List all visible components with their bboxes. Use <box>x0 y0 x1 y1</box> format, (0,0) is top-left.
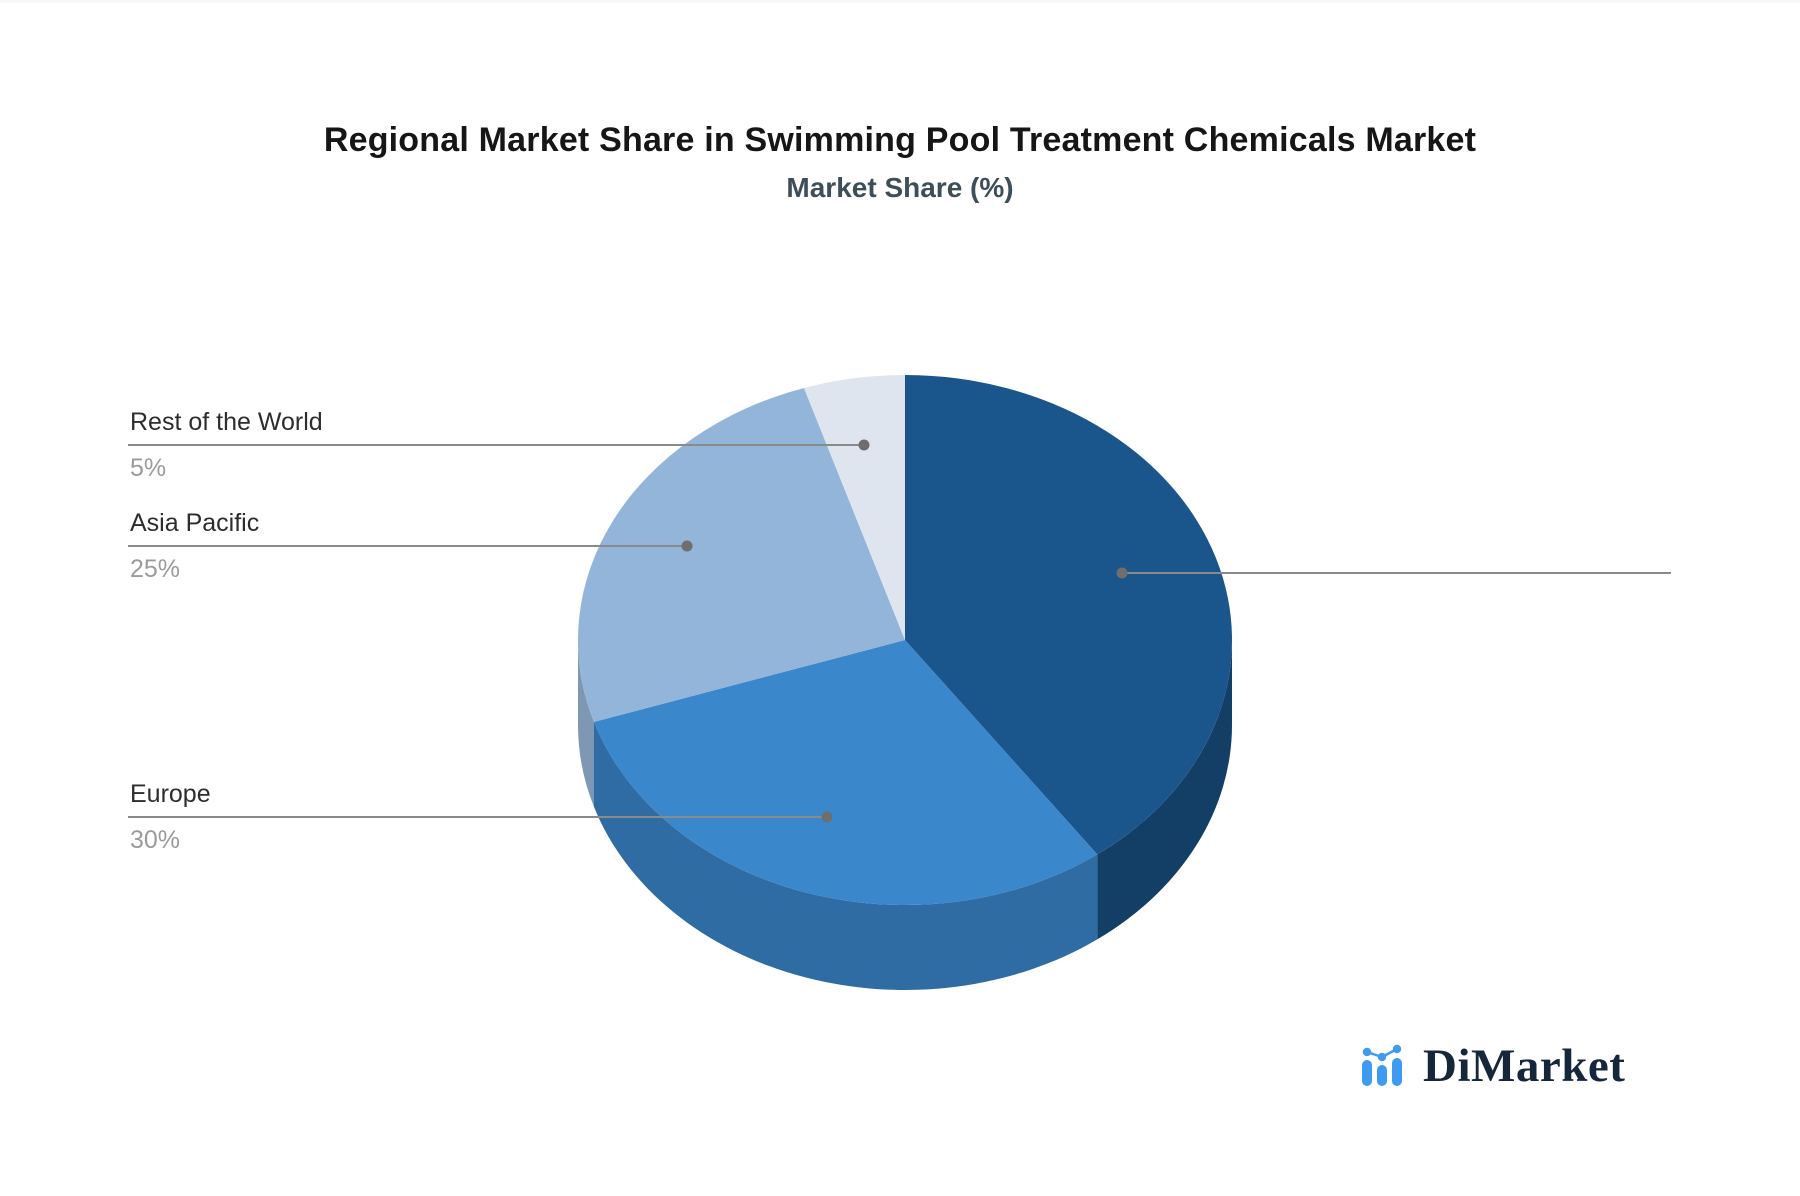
slice-value: 5% <box>130 454 167 482</box>
chart-subtitle: Market Share (%) <box>786 172 1014 203</box>
slice-label: Asia Pacific <box>130 509 260 537</box>
slice-value: 30% <box>130 826 181 854</box>
dimarket-logo: DiMarket <box>1360 1036 1625 1096</box>
pie-slice-side <box>1097 640 1232 940</box>
leader-dot <box>681 540 693 552</box>
slice-label: Rest of the World <box>130 408 323 436</box>
pie-slice-side <box>578 640 594 807</box>
pie-slice-north-america[interactable] <box>905 375 1233 855</box>
top-edge-strip <box>0 0 1800 3</box>
leader-dot <box>858 439 870 451</box>
pie-slice-side <box>594 721 1098 991</box>
pie-slice-asia-pacific[interactable] <box>577 387 905 722</box>
leader-dot <box>1116 567 1128 579</box>
bar-line-chart-icon <box>1362 1044 1402 1086</box>
chart-title: Regional Market Share in Swimming Pool T… <box>323 121 1477 159</box>
slice-value: 25% <box>130 555 181 583</box>
slice-label: Europe <box>130 780 211 808</box>
pie-slice-europe[interactable] <box>594 640 1098 906</box>
leader-dot <box>821 811 833 823</box>
pie-slice-rest-of-the-world[interactable] <box>803 375 905 640</box>
brand-name: DiMarket <box>1423 1040 1626 1092</box>
